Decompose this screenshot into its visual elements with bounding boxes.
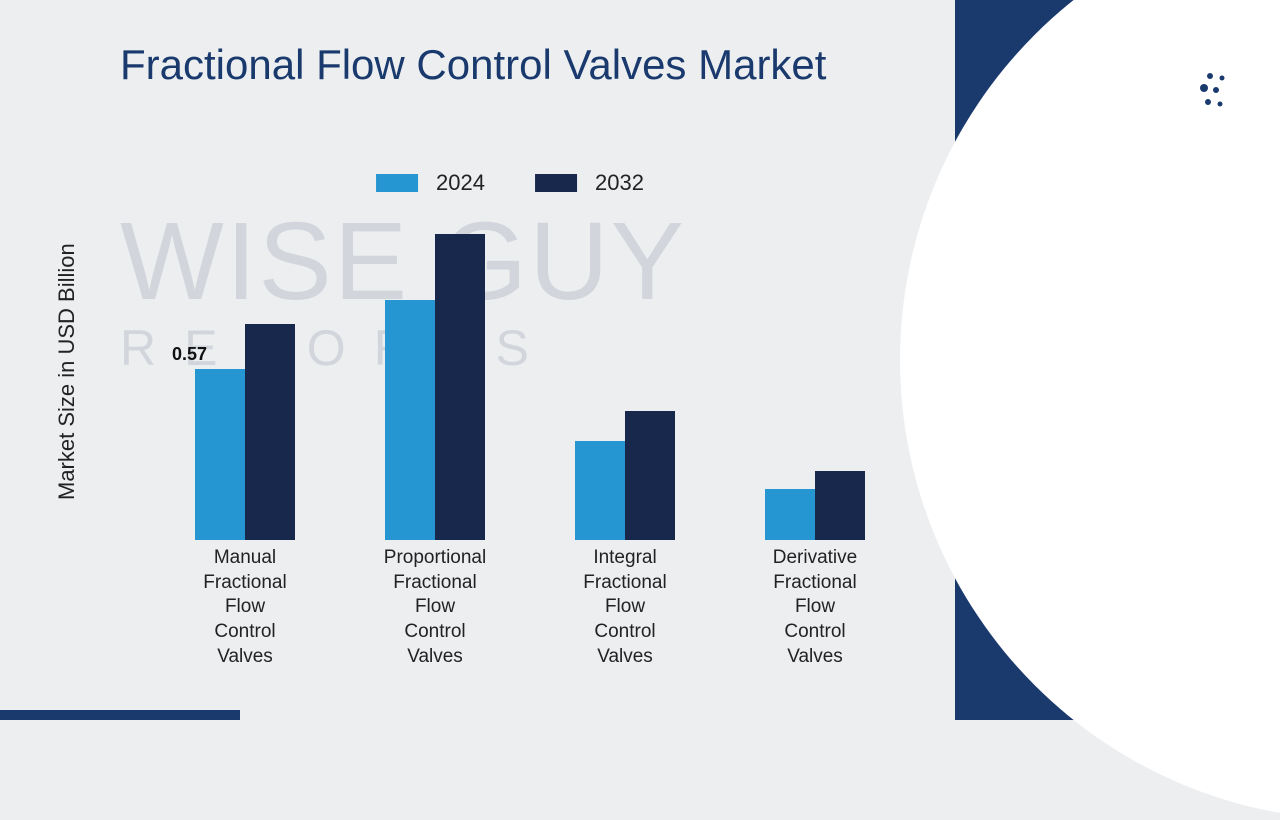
chart-area: 2024 2032 0.57: [110, 170, 910, 540]
bar-group: [740, 471, 890, 540]
legend: 2024 2032: [376, 170, 644, 196]
legend-swatch-2024: [376, 174, 418, 192]
bar-group: 0.57: [170, 324, 320, 540]
legend-swatch-2032: [535, 174, 577, 192]
y-axis-label: Market Size in USD Billion: [54, 243, 80, 500]
legend-item-2032: 2032: [535, 170, 644, 196]
decorative-bottom-bar: [0, 710, 240, 720]
chart-title: Fractional Flow Control Valves Market: [120, 40, 826, 90]
bar: [765, 489, 815, 540]
bar: [435, 234, 485, 540]
plot-area: 0.57: [150, 210, 910, 540]
category-label: ManualFractionalFlowControlValves: [165, 546, 325, 669]
bar-value-label: 0.57: [172, 344, 207, 365]
category-label: DerivativeFractionalFlowControlValves: [735, 546, 895, 669]
bar: [815, 471, 865, 540]
legend-label-2032: 2032: [595, 170, 644, 196]
bar: [245, 324, 295, 540]
bar: [385, 300, 435, 540]
legend-label-2024: 2024: [436, 170, 485, 196]
legend-item-2024: 2024: [376, 170, 485, 196]
bar: [625, 411, 675, 540]
head-silhouette-icon: [1180, 54, 1250, 132]
bar: [195, 369, 245, 540]
category-labels: ManualFractionalFlowControlValvesProport…: [150, 546, 910, 669]
category-label: IntegralFractionalFlowControlValves: [545, 546, 705, 669]
bar-group: [360, 234, 510, 540]
category-label: ProportionalFractionalFlowControlValves: [355, 546, 515, 669]
bar: [575, 441, 625, 540]
brand-logo: WISE GUY REPORTS: [1088, 34, 1246, 81]
bar-group: [550, 411, 700, 540]
